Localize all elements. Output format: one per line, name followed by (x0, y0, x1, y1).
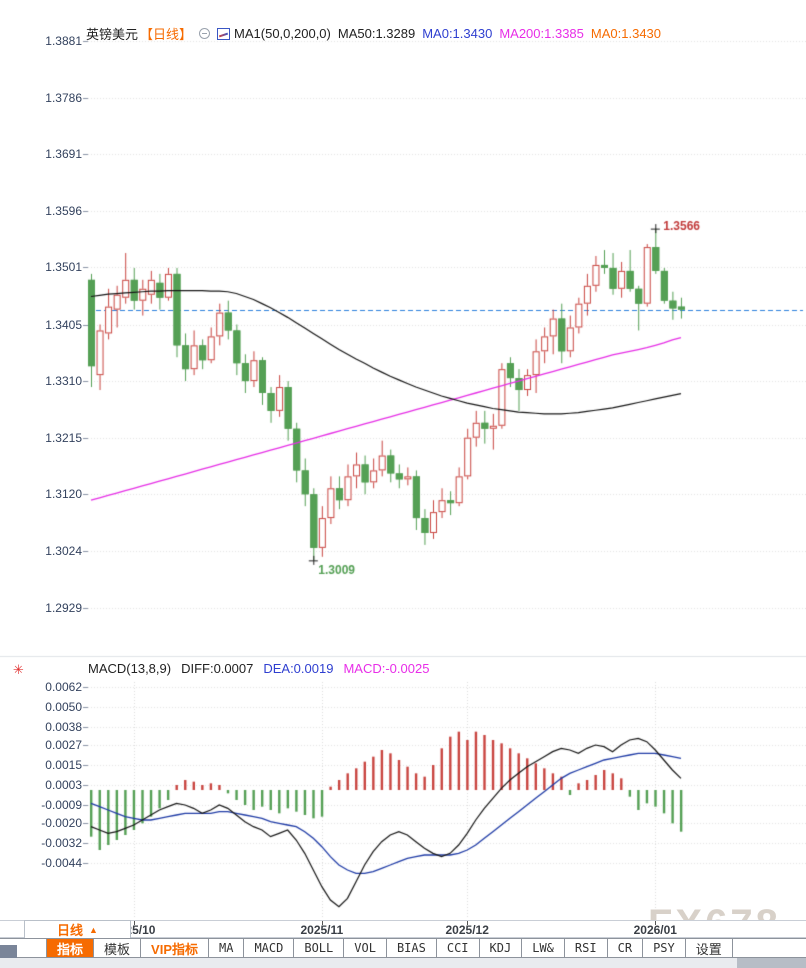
symbol-name: 英镑美元 (86, 27, 139, 42)
price-axis-label: 1.3691 (45, 147, 82, 162)
ma50-value: MA50:1.3289 (337, 26, 416, 41)
x-axis-tick (321, 921, 323, 925)
tab-vol[interactable]: VOL (344, 938, 387, 957)
tab-设置[interactable]: 设置 (685, 938, 733, 957)
mini-chart-icon[interactable] (217, 27, 231, 40)
tab-指标[interactable]: 指标 (46, 938, 95, 957)
price-axis-label: 1.3881 (45, 34, 82, 48)
x-axis-label: 2025/12 (445, 923, 489, 937)
macd-axis-label: -0.0020 (41, 816, 82, 831)
macd-axis-label: -0.0044 (41, 856, 82, 871)
dropdown-arrow-icon: ▲ (89, 924, 98, 935)
macd-axis-label: 0.0038 (45, 719, 82, 734)
ma-settings: MA1(50,0,200,0) (234, 26, 331, 41)
tab-psy[interactable]: PSY (643, 938, 686, 957)
ma0-orange-value: MA0:1.3430 (590, 26, 662, 41)
macd-axis-label: 0.0050 (45, 699, 82, 714)
tab-ma[interactable]: MA (209, 938, 245, 957)
scrollbar-thumb[interactable] (737, 958, 806, 968)
tab-kdj[interactable]: KDJ (479, 938, 523, 957)
price-axis-label: 1.3024 (45, 544, 82, 559)
indicator-settings-icon[interactable]: ✳ (13, 662, 24, 677)
macd-axis-label: 0.0062 (45, 679, 82, 694)
macd-axis-label: -0.0032 (41, 836, 82, 851)
macd-axis-label: 0.0003 (45, 777, 82, 792)
tab-cr[interactable]: CR (607, 938, 644, 957)
scroll-corner (0, 945, 17, 958)
price-axis-label: 1.3120 (45, 487, 82, 502)
period-label: 【日线】 (140, 27, 193, 42)
dea-value: DEA:0.0019 (263, 660, 334, 676)
price-axis-label: 1.3405 (45, 317, 82, 332)
x-axis-label: 2026/01 (633, 923, 677, 937)
horizontal-scrollbar[interactable] (0, 958, 806, 968)
macd-header: MACD(13,8,9) DIFF:0.0007 DEA:0.0019 MACD… (88, 660, 430, 676)
x-axis-tick (655, 921, 657, 925)
indicator-tabbar: 指标 模板 VIP指标 MA MACD BOLL VOL BIAS CCI KDJ LW& RSI CR… (0, 938, 806, 958)
price-axis-label: 1.3310 (45, 374, 82, 389)
macd-axis-label: -0.0009 (41, 798, 82, 812)
period-dropdown-button[interactable]: 日线 ▲ (24, 920, 131, 939)
price-axis-label: 1.3596 (45, 203, 82, 218)
macd-settings: MACD(13,8,9) (88, 660, 172, 676)
x-axis-label: 2025/11 (300, 923, 344, 937)
tab-lw[interactable]: LW& (522, 938, 565, 957)
main-chart-header: 英镑美元 【日线】 MA1(50,0,200,0) MA50:1.3289 MA0… (86, 26, 662, 42)
tab-boll[interactable]: BOLL (294, 938, 345, 957)
diff-value: DIFF:0.0007 (181, 660, 254, 676)
macd-value: MACD:-0.0025 (343, 660, 430, 676)
macd-axis-label: 0.0027 (45, 737, 82, 752)
tab-cci[interactable]: CCI (436, 938, 480, 957)
price-axis-label: 1.3786 (45, 90, 82, 105)
x-axis-tick (467, 921, 469, 925)
ma0-blue-value: MA0:1.3430 (422, 26, 493, 41)
macd-axis-label: 0.0015 (45, 757, 82, 772)
price-axis-label: 1.3501 (45, 260, 82, 275)
period-dropdown-label: 日线 (57, 923, 84, 938)
tab-vip指标[interactable]: VIP指标 (141, 938, 209, 957)
x-axis-tick (133, 921, 135, 925)
collapse-icon[interactable] (199, 28, 211, 39)
price-axis-label: 1.2929 (45, 601, 82, 615)
tab-模板[interactable]: 模板 (94, 938, 142, 957)
tab-rsi[interactable]: RSI (564, 938, 608, 957)
tab-macd[interactable]: MACD (244, 938, 295, 957)
price-axis-label: 1.3215 (45, 430, 82, 445)
ma200-value: MA200:1.3385 (499, 26, 584, 41)
x-axis-row: 日线 ▲ 2025/10 2025/11 2025/12 2026/01 (0, 920, 806, 939)
tab-bias[interactable]: BIAS (386, 938, 437, 957)
